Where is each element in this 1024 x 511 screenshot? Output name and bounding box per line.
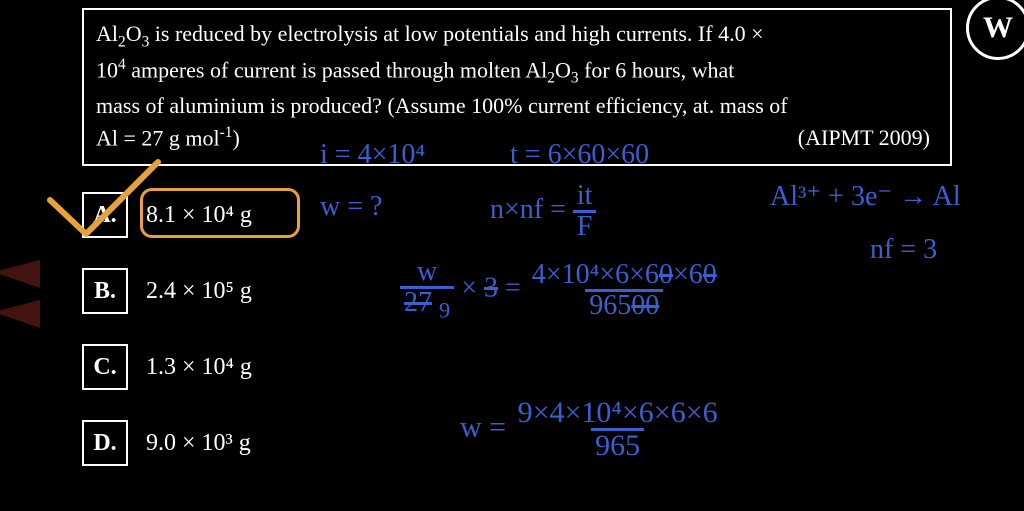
q2s1: 2 <box>547 69 555 86</box>
option-c-row: C. 1.3 × 10⁴ g <box>82 344 252 390</box>
q2s2: 3 <box>571 69 579 86</box>
question-line-3: mass of aluminium is produced? (Assume 1… <box>96 90 938 122</box>
option-b-value: 2.4 × 10⁵ g <box>146 278 252 305</box>
decorative-red-icon <box>0 260 64 340</box>
option-b-letter[interactable]: B. <box>82 268 128 314</box>
hand-wf-lhs: w = <box>460 410 506 443</box>
q2d: for 6 hours, what <box>579 57 735 82</box>
q2c: O <box>555 57 571 82</box>
hand-l2-rhs-den: 96500 <box>585 289 663 320</box>
question-line-2: 104 amperes of current is passed through… <box>96 54 938 90</box>
q1b: O <box>126 21 142 46</box>
hand-half-lhs: Al³⁺ + 3e⁻ <box>770 181 899 212</box>
q1c: is reduced by electrolysis at low potent… <box>149 21 763 46</box>
watermark-badge: W <box>966 0 1024 60</box>
q2a: 10 <box>96 57 118 82</box>
hand-l2-lhs-after: 9 <box>439 298 450 323</box>
hand-l2-lhs-frac: w 27 9 <box>400 258 454 322</box>
hand-w-final: w = 9×4×10⁴×6×6×6 965 <box>460 398 722 461</box>
option-d-letter[interactable]: D. <box>82 420 128 466</box>
question-line-1: Al2O3 is reduced by electrolysis at low … <box>96 18 938 54</box>
hand-l2-rhs-frac: 4×10⁴×6×60×60 96500 <box>528 261 721 320</box>
q2b: amperes of current is passed through mol… <box>126 57 548 82</box>
hand-l2-mid: × 3 = <box>461 272 521 303</box>
hand-nnf-frac: it F <box>573 182 597 241</box>
hand-l2-lhs-num: w <box>413 258 441 286</box>
option-d-value: 9.0 × 10³ g <box>146 430 251 457</box>
hand-nnf-eq: n×nf = it F <box>490 182 596 241</box>
hand-nnf-lhs: n×nf = <box>490 194 566 225</box>
option-a-value: 8.1 × 10⁴ g <box>146 202 252 229</box>
hand-w-question: w = ? <box>320 192 382 223</box>
q4a: Al = 27 g mol <box>96 125 220 150</box>
q4sup: -1 <box>220 124 233 141</box>
q4b: ) <box>232 125 239 150</box>
option-c-letter[interactable]: C. <box>82 344 128 390</box>
hand-half-rhs: Al <box>927 181 960 212</box>
option-a-letter[interactable]: A. <box>82 192 128 238</box>
hand-l2-lhs-den-strike: 27 <box>404 287 432 318</box>
hand-l2-rhs-num: 4×10⁴×6×60×60 <box>528 261 721 289</box>
hand-work-line2: w 27 9 × 3 = 4×10⁴×6×60×60 96500 <box>400 258 721 322</box>
q1s1: 2 <box>118 33 126 50</box>
hand-i-eq: i = 4×10⁴ <box>320 140 425 171</box>
option-c-value: 1.3 × 10⁴ g <box>146 354 252 381</box>
hand-arrow-icon: → <box>899 181 927 212</box>
hand-nf3: nf = 3 <box>870 235 937 266</box>
q2sup: 4 <box>118 56 126 73</box>
watermark-letter: W <box>983 11 1013 45</box>
q1a: Al <box>96 21 118 46</box>
hand-t-eq: t = 6×60×60 <box>510 140 649 171</box>
hand-nnf-den: F <box>573 210 597 241</box>
hand-nnf-num: it <box>573 182 597 210</box>
option-d-row: D. 9.0 × 10³ g <box>82 420 251 466</box>
question-source: (AIPMT 2009) <box>798 122 938 154</box>
hand-wf-num: 9×4×10⁴×6×6×6 <box>514 398 722 428</box>
hand-wf-den: 965 <box>591 428 644 461</box>
hand-l2-lhs-den: 27 9 <box>400 286 454 322</box>
option-b-row: B. 2.4 × 10⁵ g <box>82 268 252 314</box>
hand-wf-frac: 9×4×10⁴×6×6×6 965 <box>514 398 722 461</box>
hand-half-reaction: Al³⁺ + 3e⁻ → Al <box>770 182 961 213</box>
